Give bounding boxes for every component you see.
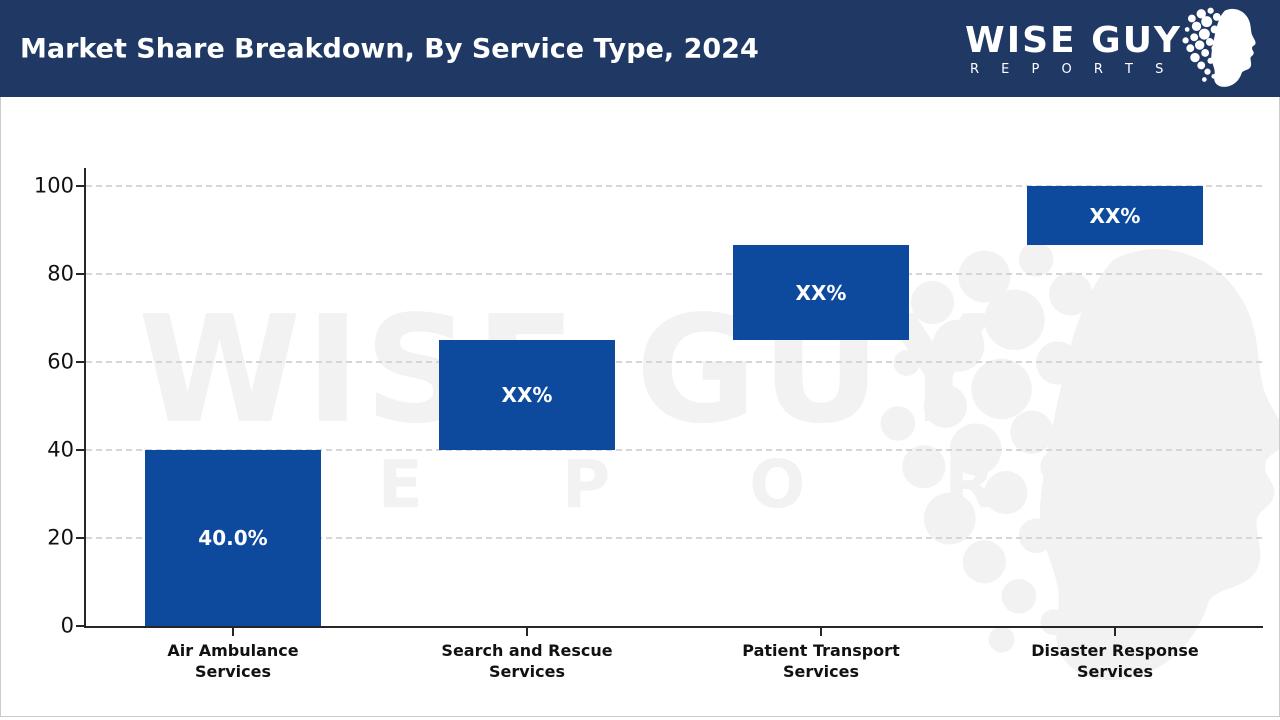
gridline <box>86 449 1262 451</box>
bar-segment: XX% <box>733 245 909 340</box>
category-label-line: Patient Transport <box>742 641 900 660</box>
logo-subtitle: R E P O R T S <box>969 62 1173 77</box>
category-label: Patient Transport Services <box>674 640 968 682</box>
x-tick-mark <box>232 628 234 636</box>
category-label-line: Search and Rescue <box>441 641 613 660</box>
y-tick-label: 100 <box>33 173 74 198</box>
y-tick-label: 20 <box>47 525 74 550</box>
category-label-line: Air Ambulance <box>167 641 299 660</box>
y-tick-mark <box>76 449 84 451</box>
logo-wordmark: WISE GUY <box>964 20 1182 61</box>
wise-guy-logo: WISE GUY R E P O R T S <box>965 5 1268 93</box>
bar-segment: 40.0% <box>145 450 321 626</box>
category-label: Disaster Response Services <box>968 640 1262 682</box>
gridline <box>86 361 1262 363</box>
category-label: Search and Rescue Services <box>380 640 674 682</box>
category-label-line: Services <box>488 662 566 681</box>
bar-value-label: 40.0% <box>198 526 268 550</box>
x-tick-mark <box>526 628 528 636</box>
category-label: Air Ambulance Services <box>86 640 380 682</box>
y-tick-mark <box>76 625 84 627</box>
y-tick-label: 80 <box>47 261 74 286</box>
bar-value-label: XX% <box>501 383 553 407</box>
y-tick-mark <box>76 273 84 275</box>
bar-segment: XX% <box>439 340 615 450</box>
x-tick-mark <box>820 628 822 636</box>
y-tick-label: 60 <box>47 349 74 374</box>
y-tick-label: 0 <box>60 613 74 638</box>
bar-segment: XX% <box>1027 186 1203 246</box>
chart-title: Market Share Breakdown, By Service Type,… <box>20 33 759 64</box>
y-tick-label: 40 <box>47 437 74 462</box>
bar-value-label: XX% <box>795 280 847 305</box>
category-label-line: Disaster Response <box>1031 641 1199 660</box>
category-label-line: Services <box>194 662 272 681</box>
category-label-line: Services <box>1076 662 1154 681</box>
y-tick-mark <box>76 185 84 187</box>
category-label-line: Services <box>782 662 860 681</box>
bar-value-label: XX% <box>1089 203 1141 228</box>
gridline <box>86 537 1262 539</box>
y-tick-mark <box>76 361 84 363</box>
logo-text: WISE GUY R E P O R T S <box>964 20 1182 78</box>
y-tick-mark <box>76 537 84 539</box>
x-axis-line <box>84 626 1263 628</box>
gridline <box>86 273 1262 275</box>
gridline <box>86 185 1262 187</box>
x-tick-mark <box>1114 628 1116 636</box>
wise-guy-head-icon <box>1182 7 1256 87</box>
y-axis-line <box>84 168 86 628</box>
header-bar: Market Share Breakdown, By Service Type,… <box>0 0 1280 97</box>
